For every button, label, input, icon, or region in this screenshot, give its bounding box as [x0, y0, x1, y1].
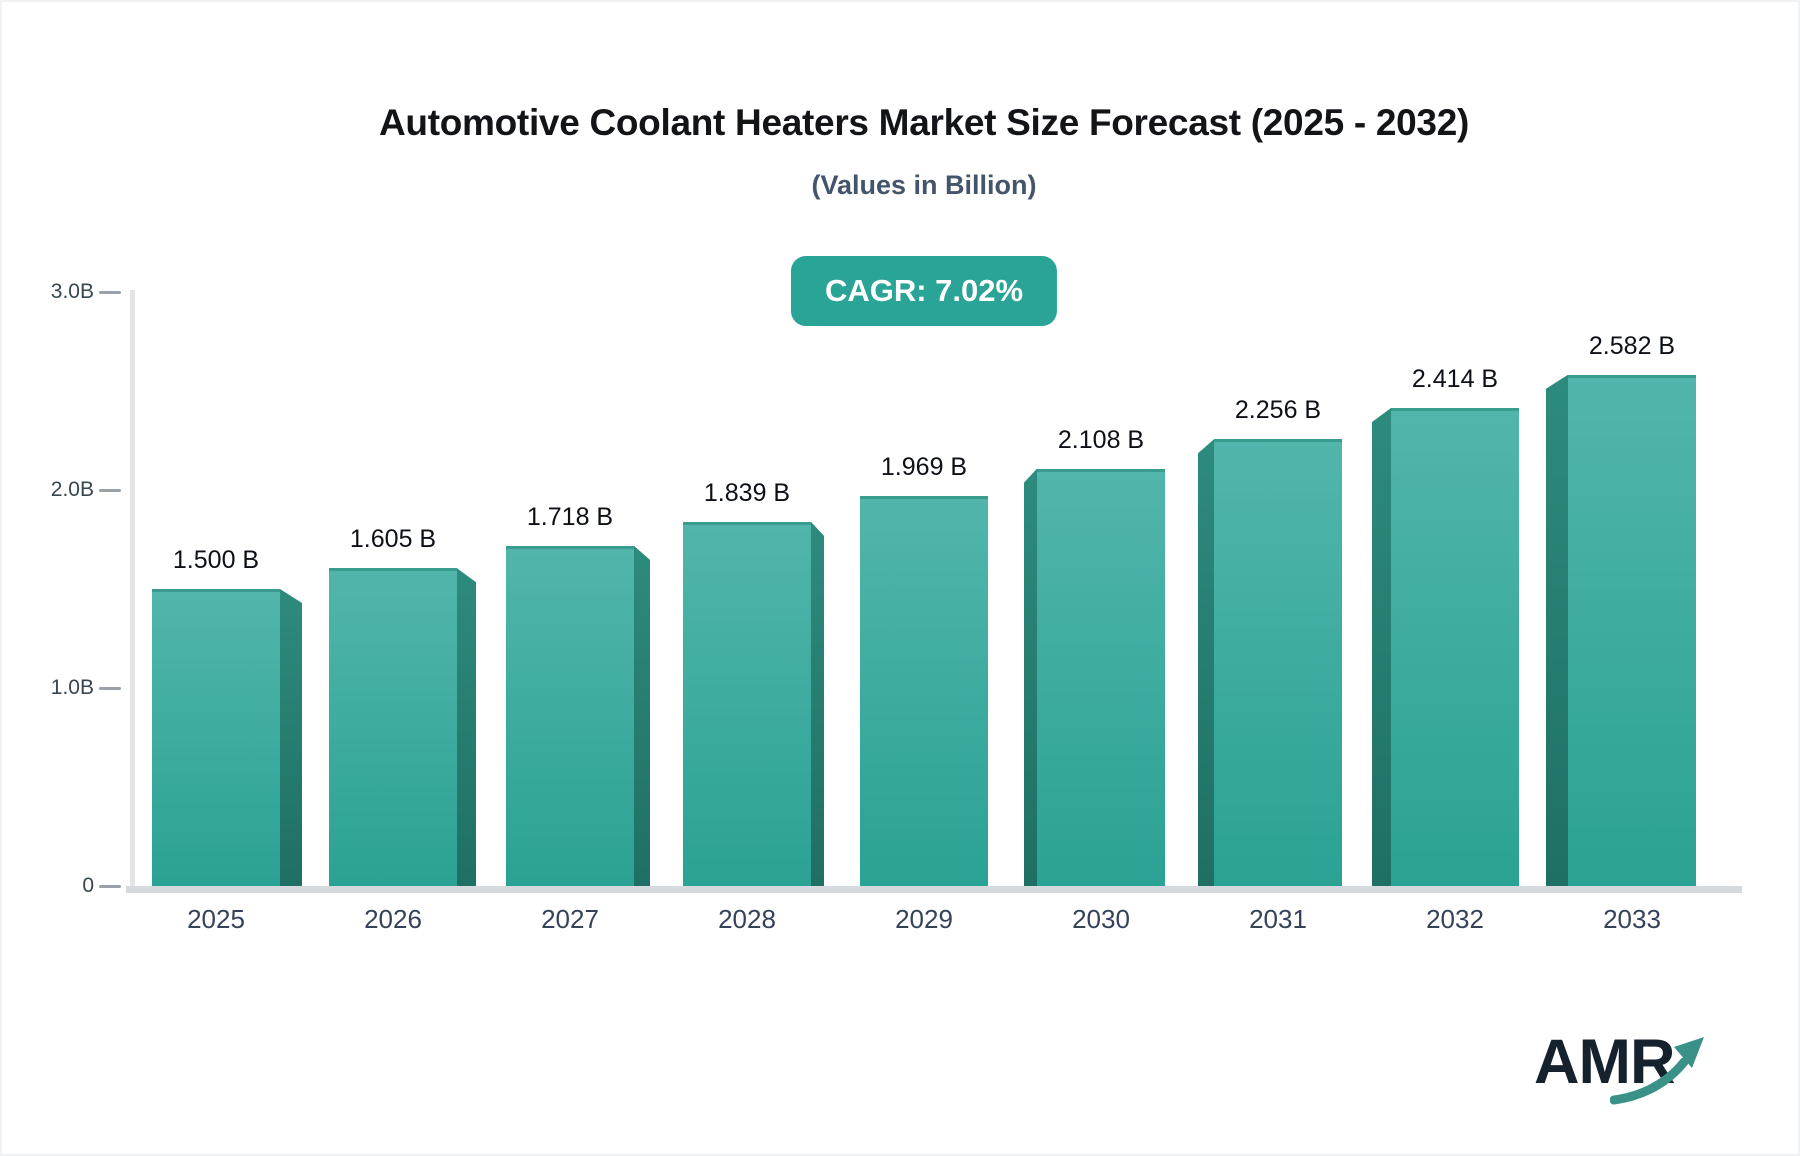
x-axis-label-2032: 2032 [1426, 904, 1484, 934]
amr-logo: AMR [1534, 1027, 1714, 1122]
y-tick-mark [99, 687, 121, 690]
bar-side-2031 [1198, 439, 1214, 886]
bar-value-label-2031: 2.256 B [1234, 396, 1322, 425]
bar-2028 [683, 521, 811, 886]
bar-2033 [1568, 374, 1696, 886]
x-axis-label-2028: 2028 [718, 904, 776, 934]
bar-2025 [152, 589, 280, 886]
bar-value-label-2027: 1.718 B [526, 502, 614, 531]
bar-value-label-2030: 2.108 B [1057, 425, 1145, 454]
bar-value-label-2029: 1.969 B [880, 453, 968, 482]
bar-2032 [1391, 408, 1519, 886]
bar-value-label-2033: 2.582 B [1588, 331, 1676, 360]
bar-side-2027 [634, 545, 650, 886]
x-axis-label-2033: 2033 [1603, 904, 1661, 934]
chart-subtitle: (Values in Billion) [811, 170, 1037, 200]
y-tick-mark [99, 489, 121, 492]
bar-side-2026 [457, 568, 476, 886]
y-tick-label-0: 0 [82, 874, 94, 897]
y-tick-label-2.0B: 2.0B [50, 478, 94, 501]
y-tick-mark [99, 291, 121, 294]
x-axis-label-2026: 2026 [364, 904, 422, 934]
bar-value-label-2025: 1.500 B [172, 546, 260, 574]
bar-2027 [506, 545, 634, 886]
y-tick-label-1.0B: 1.0B [50, 676, 94, 699]
chart-title: Automotive Coolant Heaters Market Size F… [378, 102, 1470, 143]
bar-value-label-2032: 2.414 B [1411, 365, 1499, 394]
bar-side-2025 [280, 589, 302, 886]
bar-2031 [1214, 439, 1342, 886]
cagr-badge: CAGR: 7.02% [790, 256, 1058, 326]
bar-side-2030 [1024, 468, 1037, 886]
x-axis-label-2031: 2031 [1249, 904, 1307, 934]
bar-2029 [860, 496, 988, 886]
bar-2030 [1037, 468, 1165, 886]
x-axis-label-2029: 2029 [895, 904, 953, 934]
growth-arrow-icon [1610, 1037, 1704, 1105]
x-axis-label-2027: 2027 [541, 904, 599, 934]
bar-2026 [329, 568, 457, 886]
bar-side-2032 [1372, 408, 1391, 886]
y-axis-line [130, 290, 135, 888]
y-tick-label-3.0B: 3.0B [50, 280, 94, 303]
amr-logo-text: AMR [1534, 1027, 1675, 1097]
x-axis-label-2025: 2025 [187, 904, 245, 934]
x-axis-label-2030: 2030 [1072, 904, 1130, 934]
y-tick-mark [99, 885, 121, 888]
x-axis-baseline [126, 886, 1742, 893]
bar-value-label-2026: 1.605 B [349, 525, 437, 554]
bar-side-2028 [811, 521, 824, 886]
bar-value-label-2028: 1.839 B [703, 478, 791, 507]
bar-side-2033 [1546, 374, 1568, 886]
